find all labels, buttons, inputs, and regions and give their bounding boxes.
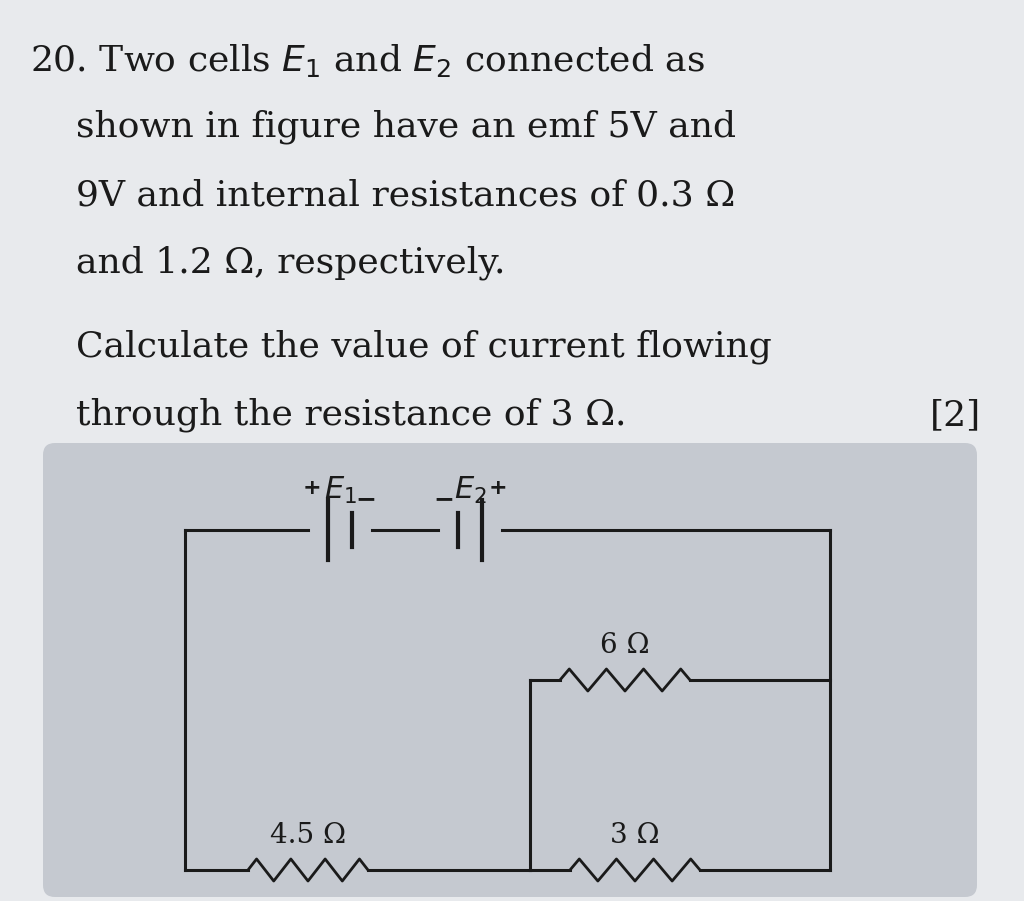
Text: Calculate the value of current flowing: Calculate the value of current flowing bbox=[30, 330, 772, 365]
Text: [2]: [2] bbox=[930, 398, 981, 432]
Text: −: − bbox=[355, 487, 377, 511]
Text: 4.5 Ω: 4.5 Ω bbox=[270, 822, 346, 849]
Text: +: + bbox=[303, 478, 322, 498]
FancyBboxPatch shape bbox=[43, 443, 977, 897]
Text: −: − bbox=[433, 487, 455, 511]
Text: 9V and internal resistances of 0.3 Ω: 9V and internal resistances of 0.3 Ω bbox=[30, 178, 735, 212]
Text: +: + bbox=[488, 478, 507, 498]
Text: $E_1$: $E_1$ bbox=[324, 475, 356, 506]
Text: shown in figure have an emf 5V and: shown in figure have an emf 5V and bbox=[30, 110, 736, 144]
Text: 3 Ω: 3 Ω bbox=[610, 822, 659, 849]
Text: 6 Ω: 6 Ω bbox=[600, 632, 650, 659]
Text: through the resistance of 3 Ω.: through the resistance of 3 Ω. bbox=[30, 398, 627, 432]
Text: $E_2$: $E_2$ bbox=[454, 475, 486, 506]
Text: 20. Two cells $E_1$ and $E_2$ connected as: 20. Two cells $E_1$ and $E_2$ connected … bbox=[30, 42, 705, 79]
Text: and 1.2 Ω, respectively.: and 1.2 Ω, respectively. bbox=[30, 246, 506, 280]
